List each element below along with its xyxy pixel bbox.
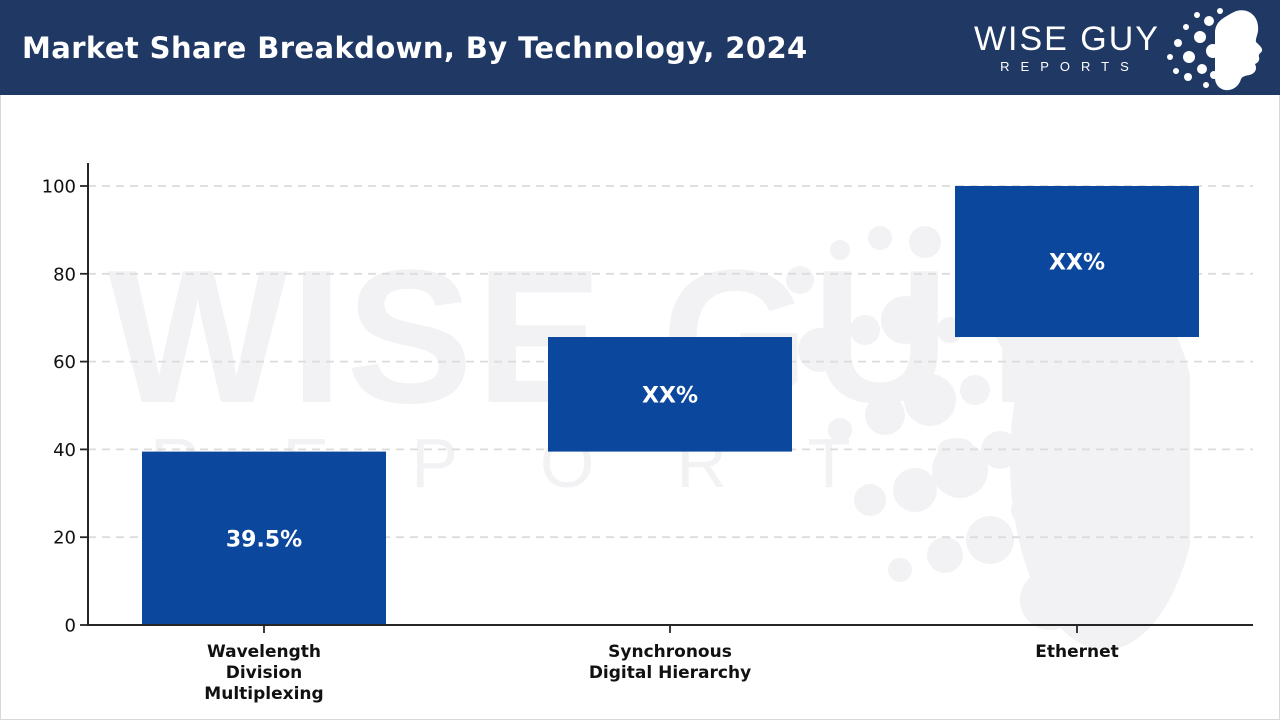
logo-text: WISE GUY REPORTS <box>974 22 1160 74</box>
page-title: Market Share Breakdown, By Technology, 2… <box>22 30 808 65</box>
bar-segment <box>548 337 792 452</box>
y-tick-label: 40 <box>53 440 76 461</box>
y-tick-label: 100 <box>42 177 76 198</box>
y-tick-label: 0 <box>65 616 76 637</box>
x-tick-label: Ethernet <box>1035 642 1119 662</box>
y-tick-label: 80 <box>53 264 76 285</box>
bar-segment <box>142 451 386 625</box>
y-tick-label: 20 <box>53 528 76 549</box>
logo-reports-label: REPORTS <box>1000 58 1140 74</box>
header-bar: Market Share Breakdown, By Technology, 2… <box>0 0 1280 95</box>
wise-guy-reports-logo: WISE GUY REPORTS <box>974 5 1266 91</box>
x-tick-label: Wavelength Division Multiplexing <box>204 642 323 704</box>
y-tick-label: 60 <box>53 352 76 373</box>
logo-wiseguy-label: WISE GUY <box>973 19 1160 58</box>
bar-value-label: 39.5% <box>226 527 302 552</box>
bar-value-label: XX% <box>642 383 698 408</box>
bar-value-label: XX% <box>1049 251 1105 276</box>
x-tick-label: Synchronous Digital Hierarchy <box>589 642 751 683</box>
logo-face-icon <box>1167 7 1263 90</box>
